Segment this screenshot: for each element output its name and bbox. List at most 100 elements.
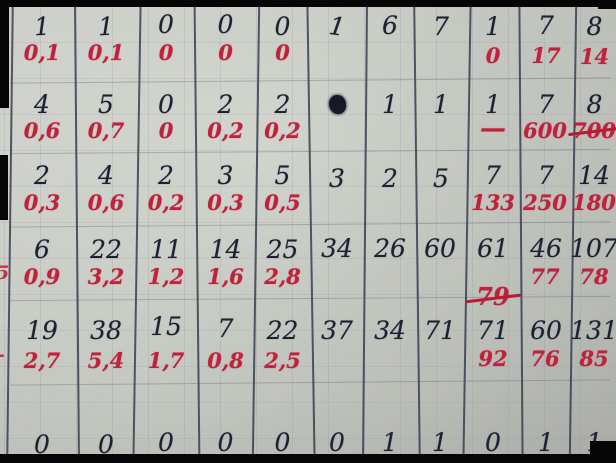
cell-r2c3-black: 0 [158, 90, 174, 119]
cell-r6c9-black: 0 [485, 428, 501, 457]
cell-r5c8-black: 71 [424, 316, 456, 345]
cell-r1c8-black: 7 [433, 12, 449, 41]
cell-r6c11-black: 1 [586, 428, 603, 457]
cell-r6c6-black: 0 [329, 428, 345, 457]
cell-r2c1-black: 4 [34, 90, 50, 119]
cell-r4c1-black: 6 [34, 235, 50, 264]
cell-r1c2-black: 1 [97, 11, 115, 42]
cell-r5c1-red: 2,7 [23, 348, 61, 373]
cell-r3c8-black: 5 [433, 164, 449, 193]
column-rule-9 [518, 0, 524, 463]
column-rule-8 [462, 0, 472, 463]
cell-r1c11-black: 8 [586, 12, 603, 41]
cell-r2c4-red: 0,2 [207, 118, 244, 143]
cell-r5c9-red: 92 [478, 346, 508, 371]
cell-r4c11-black: 107 [570, 234, 616, 263]
cell-r3c2-red: 0,6 [87, 190, 125, 215]
margin-mark-row4: 5 [0, 262, 9, 284]
cell-r1c3-red: 0 [158, 40, 174, 65]
ink-blot-icon [328, 95, 346, 114]
cell-r4c11-red: 78 [579, 264, 609, 289]
cell-r2c5-black: 2 [274, 90, 291, 119]
cell-r5c10-red: 76 [530, 346, 560, 371]
row-rule-5 [10, 379, 610, 386]
cell-r1c3-black: 0 [158, 10, 174, 39]
cell-r1c5-red: 0 [275, 40, 290, 65]
cell-r5c5-red: 2,5 [264, 348, 301, 373]
cell-r3c9-black: 7 [485, 161, 501, 190]
row-rule-4 [10, 295, 610, 302]
cell-r5c6-black: 37 [321, 316, 353, 345]
column-rule-2 [132, 0, 142, 463]
cell-r1c4-red: 0 [218, 40, 233, 65]
cell-r4c10-red: 77 [530, 264, 560, 289]
margin-mark-row5: - [0, 344, 5, 366]
cell-r5c4-red: 0,8 [207, 348, 244, 373]
column-rule-6 [361, 0, 369, 463]
cell-r3c6-black: 3 [329, 164, 345, 193]
cell-r3c4-black: 3 [217, 161, 234, 190]
cell-r3c2-black: 4 [98, 161, 114, 190]
cell-r6c1-black: 0 [34, 430, 50, 459]
cell-r4c5-red: 2,8 [264, 264, 301, 289]
column-rule-7 [413, 0, 421, 463]
cell-r2c2-red: 0,7 [87, 118, 125, 143]
column-rule-5 [306, 0, 316, 463]
cell-r4c9-red: 79 [467, 285, 519, 309]
row-rule-3 [10, 221, 610, 228]
cell-r4c3-red: 1,2 [147, 264, 185, 289]
cell-r6c3-black: 0 [158, 428, 174, 457]
cell-r4c8-black: 60 [424, 234, 456, 263]
cell-r1c10-black: 7 [538, 11, 554, 40]
cell-r6c10-black: 1 [538, 428, 554, 457]
cell-r2c9-black: 1 [485, 90, 501, 119]
cell-r5c1-black: 19 [26, 316, 58, 345]
cell-r3c7-black: 2 [382, 164, 398, 193]
cell-r5c2-red: 5,4 [87, 348, 125, 373]
cell-r3c10-red: 250 [523, 190, 567, 215]
cell-r2c11-black: 8 [586, 90, 603, 119]
cell-r6c2-black: 0 [98, 430, 114, 459]
cell-r3c5-red: 0,5 [264, 190, 301, 215]
cell-r1c1-red: 0,1 [23, 40, 61, 65]
cell-r1c5-black: 0 [274, 12, 291, 41]
photo-edge-left-lower [0, 155, 8, 220]
cell-r3c3-red: 0,2 [147, 190, 185, 215]
row-rule-1 [10, 77, 610, 84]
cell-r4c2-black: 22 [90, 235, 122, 264]
cell-r4c7-black: 26 [374, 234, 406, 263]
cell-r5c3-black: 15 [150, 312, 182, 341]
column-rule-0 [6, 0, 14, 463]
cell-r3c1-red: 0,3 [23, 190, 61, 215]
cell-r4c1-red: 0,9 [23, 264, 61, 289]
cell-r4c2-red: 3,2 [87, 264, 125, 289]
cell-r1c11-red: 14 [579, 44, 610, 69]
cell-r5c2-black: 38 [90, 316, 122, 345]
cell-r5c10-black: 60 [530, 316, 562, 345]
cell-r5c11-black: 131 [570, 316, 616, 345]
cell-r3c11-red: 180 [572, 190, 616, 215]
cell-r4c6-black: 34 [321, 234, 353, 263]
cell-r3c4-red: 0,3 [207, 190, 244, 215]
cell-r3c9-red: 133 [471, 190, 515, 215]
cell-r5c3-red: 1,7 [147, 348, 185, 373]
cell-r5c4-black: 7 [217, 314, 234, 343]
cell-r3c10-black: 7 [538, 161, 554, 190]
cell-r3c1-black: 2 [34, 161, 50, 190]
cell-r2c8-black: 1 [433, 90, 449, 119]
cell-r3c3-black: 2 [158, 161, 174, 190]
cell-r2c7-black: 1 [382, 90, 398, 119]
cell-r1c1-black: 1 [33, 11, 51, 42]
cell-r4c10-black: 46 [530, 234, 562, 263]
cell-r2c2-black: 5 [98, 90, 114, 119]
cell-r1c2-red: 0,1 [87, 40, 125, 65]
cell-r2c1-red: 0,6 [23, 118, 61, 143]
cell-r2c11-red: 700 [570, 120, 616, 141]
cell-r5c7-black: 34 [374, 316, 406, 345]
cell-r4c3-black: 11 [150, 235, 182, 264]
cell-r2c4-black: 2 [217, 90, 234, 119]
cell-r1c4-black: 0 [217, 10, 234, 39]
